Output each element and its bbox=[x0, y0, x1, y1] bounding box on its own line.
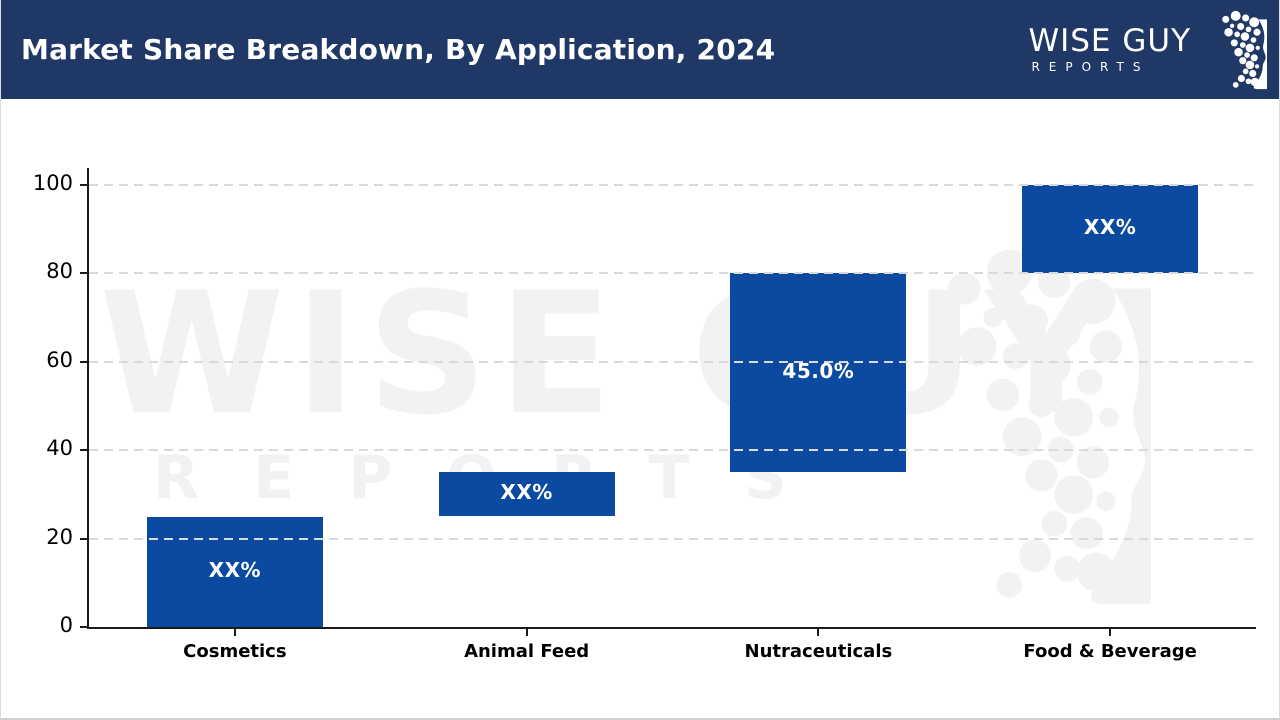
bar-value-label-food-beverage: XX% bbox=[1083, 215, 1137, 240]
gridline-40 bbox=[89, 449, 1256, 452]
x-axis-tick bbox=[233, 629, 236, 636]
y-axis-tick-label: 40 bbox=[46, 436, 73, 461]
y-axis-tick-label: 20 bbox=[46, 524, 73, 549]
x-axis-line bbox=[87, 627, 1256, 629]
y-axis-tick bbox=[80, 184, 89, 186]
bar-animal-feed bbox=[438, 472, 615, 517]
x-axis-tick bbox=[817, 629, 820, 636]
y-axis-tick-label: 0 bbox=[59, 613, 73, 637]
x-axis-category-label-cosmetics: Cosmetics bbox=[183, 641, 287, 662]
logo-wordmark: WISE GUY bbox=[1028, 23, 1191, 60]
y-axis-tick bbox=[80, 360, 89, 363]
brand-logo: WISE GUY REPORTS bbox=[1028, 9, 1267, 91]
gridline-60 bbox=[89, 360, 1256, 363]
brand-logo-text: WISE GUY REPORTS bbox=[1028, 25, 1191, 74]
y-axis-tick-label: 60 bbox=[46, 347, 73, 372]
x-axis-tick bbox=[525, 629, 528, 636]
x-axis-category-label-nutraceuticals: Nutraceuticals bbox=[744, 641, 893, 662]
bar-value-label-cosmetics: XX% bbox=[208, 557, 262, 582]
x-axis-tick bbox=[1109, 629, 1112, 636]
gridline-100 bbox=[89, 184, 1256, 186]
y-axis-tick-label: 100 bbox=[32, 171, 73, 195]
bar-cosmetics bbox=[146, 516, 323, 627]
y-axis-tick bbox=[80, 449, 89, 452]
chart-title: Market Share Breakdown, By Application, … bbox=[21, 33, 776, 66]
y-axis-line bbox=[87, 168, 89, 629]
y-axis-tick bbox=[80, 626, 89, 628]
gridline-20 bbox=[89, 537, 1256, 540]
bar-nutraceuticals bbox=[730, 273, 907, 473]
bar-value-label-animal-feed: XX% bbox=[500, 480, 553, 505]
y-axis-tick bbox=[80, 272, 89, 275]
x-axis-category-label-animal-feed: Animal Feed bbox=[464, 641, 590, 662]
bar-value-label-nutraceuticals: 45.0% bbox=[782, 358, 855, 383]
logo-subtitle: REPORTS bbox=[1031, 59, 1150, 74]
y-axis-tick-label: 80 bbox=[46, 259, 73, 284]
gridline-80 bbox=[89, 272, 1256, 275]
x-axis-category-label-food-beverage: Food & Beverage bbox=[1023, 641, 1197, 662]
header: Market Share Breakdown, By Application, … bbox=[1, 0, 1279, 99]
y-axis-tick bbox=[80, 537, 89, 540]
